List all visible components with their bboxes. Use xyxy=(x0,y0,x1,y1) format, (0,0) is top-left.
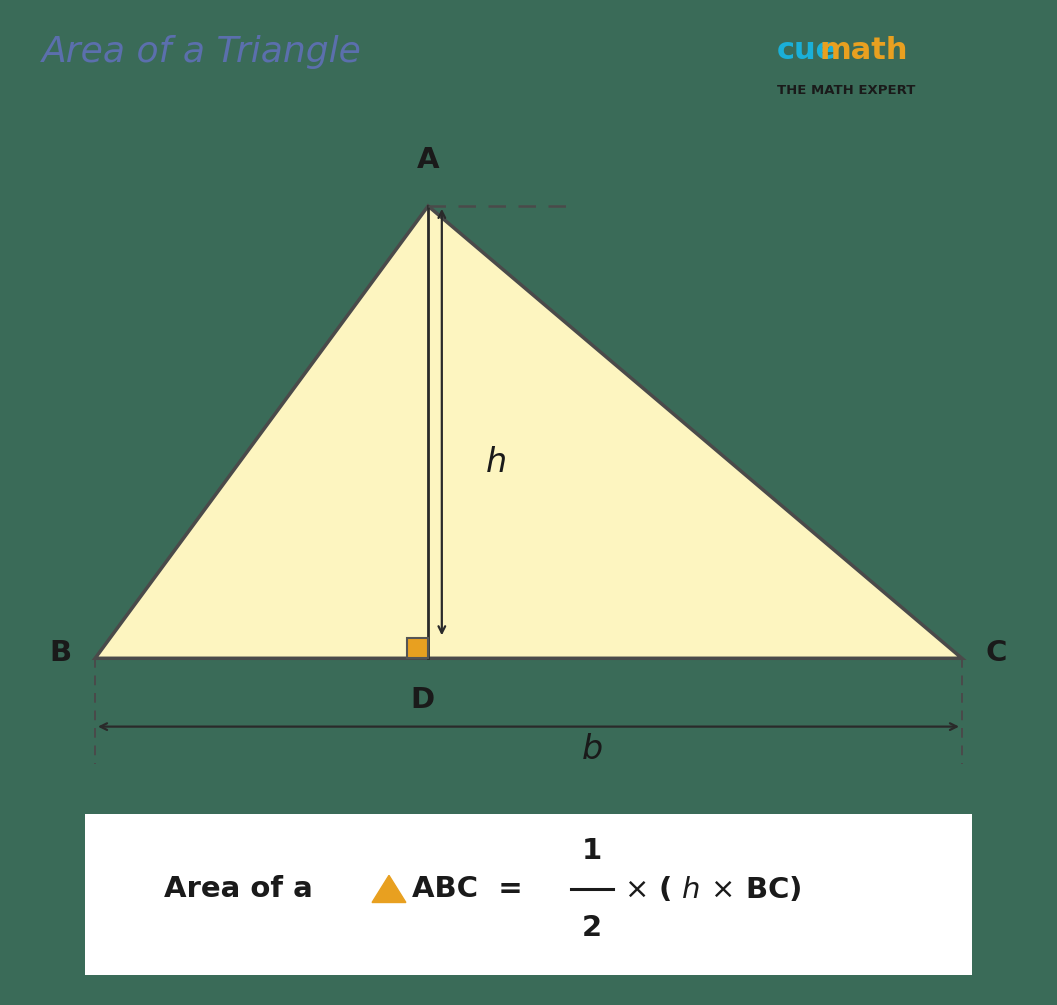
Text: $\times$ ( $h$ $\times$ BC): $\times$ ( $h$ $\times$ BC) xyxy=(624,875,801,903)
Text: 2: 2 xyxy=(581,914,602,942)
Bar xyxy=(407,638,428,658)
Text: cue: cue xyxy=(777,36,837,65)
Text: Area of a: Area of a xyxy=(164,875,313,903)
Bar xyxy=(85,814,972,975)
Text: b: b xyxy=(581,733,602,766)
Text: math: math xyxy=(819,36,908,65)
Text: B: B xyxy=(50,639,72,667)
Text: A: A xyxy=(416,146,440,174)
Text: ABC  =: ABC = xyxy=(412,875,523,903)
Text: C: C xyxy=(985,639,1006,667)
Text: 1: 1 xyxy=(581,837,602,865)
Polygon shape xyxy=(95,206,962,658)
Text: THE MATH EXPERT: THE MATH EXPERT xyxy=(777,84,915,97)
Polygon shape xyxy=(372,875,406,902)
Text: Area of a Triangle: Area of a Triangle xyxy=(42,35,363,69)
Text: h: h xyxy=(486,446,507,478)
Text: D: D xyxy=(411,686,434,715)
